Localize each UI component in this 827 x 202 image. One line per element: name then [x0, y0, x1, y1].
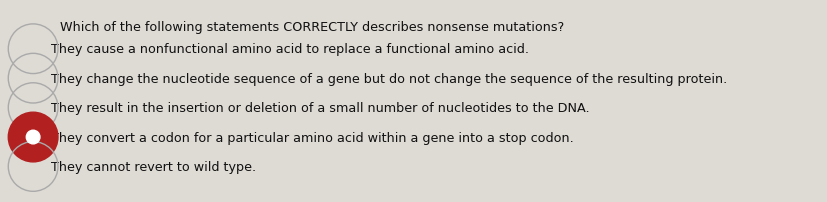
- Text: They convert a codon for a particular amino acid within a gene into a stop codon: They convert a codon for a particular am…: [51, 131, 573, 144]
- Ellipse shape: [8, 113, 58, 162]
- Text: They cannot revert to wild type.: They cannot revert to wild type.: [51, 160, 256, 173]
- Text: Which of the following statements CORRECTLY describes nonsense mutations?: Which of the following statements CORREC…: [60, 21, 563, 34]
- Text: They result in the insertion or deletion of a small number of nucleotides to the: They result in the insertion or deletion…: [51, 102, 590, 115]
- Ellipse shape: [26, 130, 40, 144]
- Text: They cause a nonfunctional amino acid to replace a functional amino acid.: They cause a nonfunctional amino acid to…: [51, 43, 528, 56]
- Text: They change the nucleotide sequence of a gene but do not change the sequence of : They change the nucleotide sequence of a…: [51, 72, 727, 85]
